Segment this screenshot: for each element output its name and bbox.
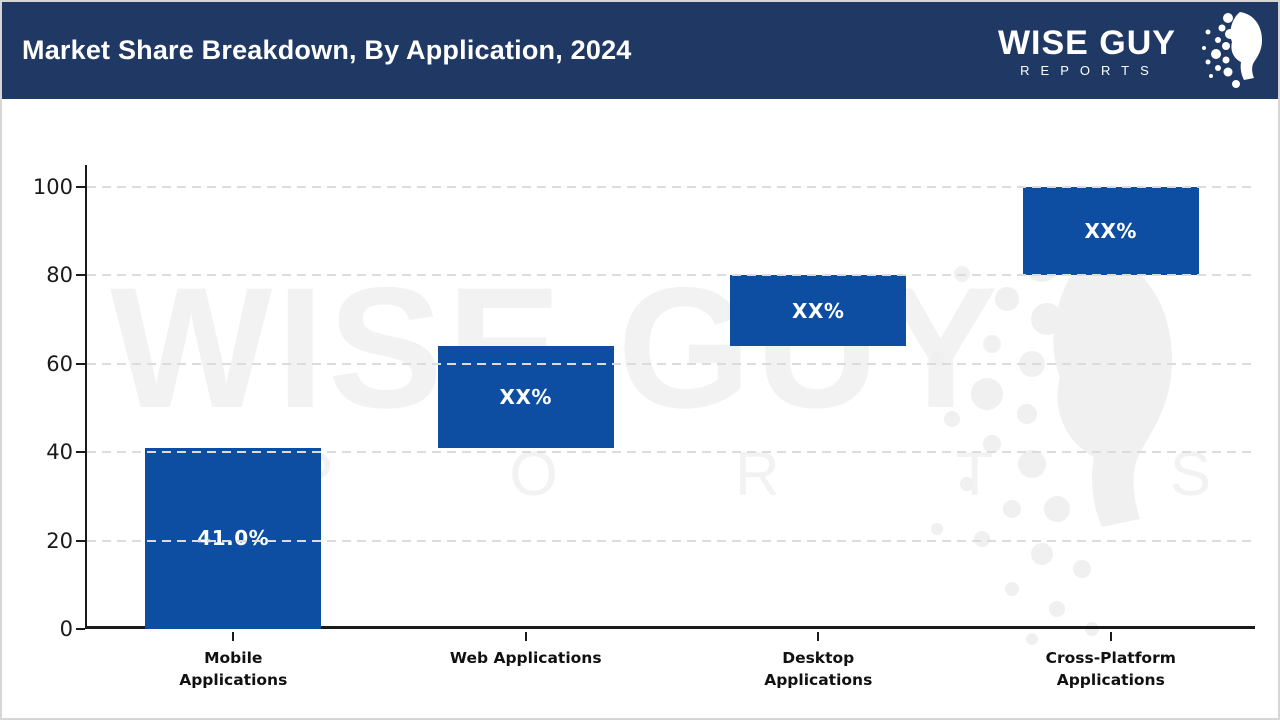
y-axis-tick-label: 100 (32, 175, 73, 200)
y-axis-tick-label: 20 (46, 528, 73, 553)
x-axis-category-label: Cross-Platform Applications (1045, 649, 1176, 689)
x-axis-category-label: Desktop Applications (764, 649, 873, 689)
gridline (87, 186, 1255, 189)
header-band: Market Share Breakdown, By Application, … (2, 2, 1278, 99)
bar-value-label: 41.0% (197, 526, 270, 551)
bar-value-label: XX% (1084, 219, 1137, 244)
y-axis-tick (76, 274, 85, 277)
wiseguy-face-watermark (930, 227, 1172, 645)
x-axis-tick (232, 632, 235, 641)
y-axis-tick (76, 451, 85, 454)
y-axis-tick (76, 539, 85, 542)
gridline (87, 274, 1255, 277)
chart-canvas: WISE GUY P O R T S 0 20 40 60 80 100 41.0% XX% X… (2, 99, 1278, 718)
bar-value-label: XX% (499, 384, 552, 409)
gridline (87, 539, 1255, 542)
x-axis-tick (1109, 632, 1112, 641)
logo-subtitle: REPORTS (1020, 62, 1160, 78)
plot-area: 0 20 40 60 80 100 41.0% XX% XX% XX% Mobile Applica… (33, 165, 1255, 689)
x-axis-category-label: Web Applications (449, 649, 602, 667)
page-title: Market Share Breakdown, By Application, … (22, 35, 632, 65)
y-axis-tick (76, 186, 85, 189)
x-axis-tick (524, 632, 527, 641)
y-axis-tick (76, 628, 85, 630)
x-axis-tick (817, 632, 820, 641)
wiseguy-logo: WISE GUY REPORTS (998, 10, 1266, 94)
wiseguy-logo-text: WISE GUY REPORTS (997, 24, 1176, 78)
waterfall-bar: XX% (1022, 187, 1199, 276)
waterfall-bar: XX% (730, 275, 907, 347)
x-axis-category-label: Mobile Applications (179, 649, 288, 689)
waterfall-bar: XX% (437, 346, 614, 448)
y-axis-tick (76, 362, 85, 365)
y-axis-tick-label: 80 (46, 263, 73, 288)
logo-face-icon (1202, 12, 1262, 88)
y-axis-tick-label: 60 (46, 351, 73, 376)
gridline (87, 451, 1255, 454)
gridline (87, 362, 1255, 365)
logo-wordmark: WISE GUY (997, 24, 1176, 63)
waterfall-bar: 41.0% (145, 447, 322, 629)
y-axis-tick-label: 0 (59, 617, 73, 641)
bar-value-label: XX% (792, 298, 845, 323)
y-axis-tick-label: 40 (46, 440, 73, 465)
